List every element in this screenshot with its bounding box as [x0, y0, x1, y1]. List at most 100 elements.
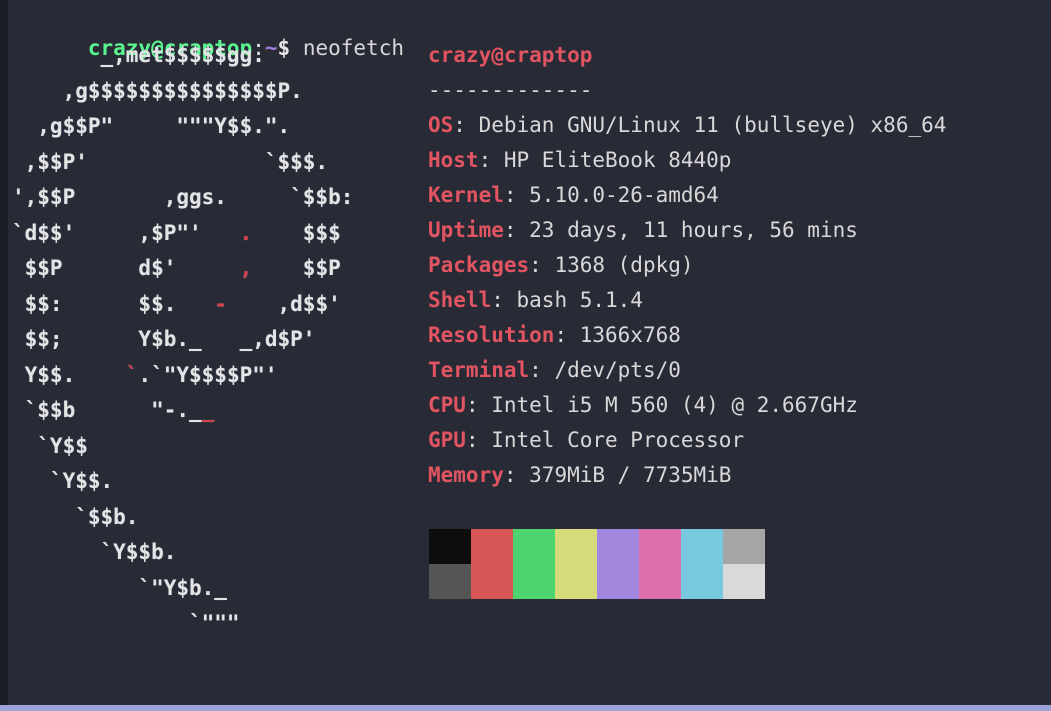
info-separator: : [465, 393, 492, 417]
info-separator: : [554, 323, 580, 347]
info-separator: : [453, 113, 479, 137]
info-entry-shell: Shell: bash 5.1.4 [428, 283, 946, 318]
ascii-art-line: `d$$' ,$P"' . $$$ [12, 220, 341, 245]
palette-bright-swatch-7 [723, 564, 765, 599]
palette-normal-swatch-3 [555, 529, 597, 564]
info-entry-uptime: Uptime: 23 days, 11 hours, 56 mins [428, 213, 946, 248]
info-title-user: crazy [428, 43, 492, 67]
info-separator: : [491, 288, 517, 312]
ascii-art-line: `Y$$. [12, 469, 114, 493]
palette-normal-swatch-7 [723, 529, 765, 564]
ascii-art-line: `$$b "-.__ [12, 398, 215, 422]
palette-normal-swatch-0 [429, 529, 471, 564]
palette-normal-swatch-5 [639, 529, 681, 564]
ascii-art-accent: , [239, 256, 253, 280]
info-entry-kernel: Kernel: 5.10.0-26-amd64 [428, 178, 946, 213]
palette-normal-swatch-2 [513, 529, 555, 564]
info-key: Terminal [428, 358, 530, 382]
info-value: Intel i5 M 560 (4) @ 2.667GHz [491, 393, 858, 417]
info-entry-memory: Memory: 379MiB / 7735MiB [428, 458, 946, 493]
ascii-art-line: `""" [12, 611, 240, 635]
info-key: Resolution [428, 323, 555, 347]
info-value: 23 days, 11 hours, 56 mins [529, 218, 858, 242]
info-separator: : [503, 218, 530, 242]
ascii-art-line: $$P d$' , $$P [12, 256, 341, 280]
info-separator: : [465, 428, 492, 452]
palette-row-normal [429, 529, 765, 564]
info-entry-list: OS: Debian GNU/Linux 11 (bullseye) x86_6… [428, 108, 946, 493]
info-key: Shell [428, 288, 492, 312]
info-key: Packages [428, 253, 530, 277]
ascii-art-line: `$$b. [12, 504, 139, 529]
info-key: CPU [428, 393, 466, 417]
ascii-art-line: ,g$$$$$$$$$$$$$$$P. [12, 78, 303, 103]
info-value: 1366x768 [579, 323, 681, 347]
info-key: Host [428, 148, 479, 172]
info-key: OS [428, 113, 454, 137]
ascii-art-accent: . [239, 220, 253, 245]
ascii-art-line: ',$$P ,ggs. `$$b: [12, 185, 354, 209]
palette-bright-swatch-6 [681, 564, 723, 599]
info-separator: : [503, 463, 530, 487]
info-value: HP EliteBook 8440p [503, 148, 732, 172]
palette-bright-swatch-5 [639, 564, 681, 599]
neofetch-info-block: crazy@craptop ------------- OS: Debian G… [428, 38, 946, 493]
info-value: bash 5.1.4 [516, 288, 643, 312]
palette-normal-swatch-4 [597, 529, 639, 564]
ascii-art-line: Y$$. `.`"Y$$$$P"' [12, 362, 278, 387]
palette-row-bright [429, 564, 765, 599]
palette-normal-swatch-1 [471, 529, 513, 564]
info-key: GPU [428, 428, 466, 452]
ascii-art-accent: - [214, 291, 227, 316]
ascii-art-line: _,met$$$$$gg. [12, 43, 265, 67]
ascii-art-line: `Y$$ [12, 433, 88, 458]
info-entry-host: Host: HP EliteBook 8440p [428, 143, 946, 178]
info-value: 379MiB / 7735MiB [529, 463, 732, 487]
info-title-at: @ [491, 43, 504, 67]
palette-bright-swatch-3 [555, 564, 597, 599]
info-title-host: craptop [503, 43, 593, 67]
info-title: crazy@craptop [428, 38, 946, 73]
info-separator: : [503, 183, 530, 207]
palette-bright-swatch-4 [597, 564, 639, 599]
info-key: Uptime [428, 218, 504, 242]
prompt-sigil-top: $ [277, 36, 291, 60]
ascii-art-accent: _ [201, 398, 215, 422]
info-key: Kernel [428, 183, 504, 207]
terminal-left-gutter [0, 0, 8, 706]
palette-normal-swatch-6 [681, 529, 723, 564]
info-separator-rule: ------------- [428, 78, 593, 102]
prompt-line-top: crazy@craptop:~$ neofetch [12, 0, 404, 101]
prompt-user-host-top: crazy@craptop [87, 36, 253, 60]
color-palette [429, 529, 765, 599]
info-separator: : [529, 253, 555, 277]
ascii-art-line: ,$$P' `$$$. [12, 149, 329, 174]
info-entry-resolution: Resolution: 1366x768 [428, 318, 946, 353]
ascii-art-line: `"Y$b._ [12, 575, 227, 600]
bottom-accent-bar [0, 705, 1051, 711]
ascii-art-line: $$: $$. - ,d$$' [12, 291, 341, 316]
ascii-art-line: $$; Y$b._ _,d$P' [12, 327, 316, 351]
palette-bright-swatch-2 [513, 564, 555, 599]
info-entry-terminal: Terminal: /dev/pts/0 [428, 353, 946, 388]
command-text: neofetch [290, 36, 404, 60]
info-entry-cpu: CPU: Intel i5 M 560 (4) @ 2.667GHz [428, 388, 946, 423]
info-entry-gpu: GPU: Intel Core Processor [428, 423, 946, 458]
ascii-art-accent: ` [125, 362, 139, 387]
info-value: /dev/pts/0 [554, 358, 681, 382]
info-entry-os: OS: Debian GNU/Linux 11 (bullseye) x86_6… [428, 108, 946, 143]
prompt-colon-top: : [252, 36, 265, 60]
ascii-art-debian-logo: _,met$$$$$gg. ,g$$$$$$$$$$$$$$$P. ,g$$P"… [12, 38, 353, 642]
info-value: Intel Core Processor [491, 428, 745, 452]
prompt-path-top: ~ [264, 36, 278, 60]
info-value: 5.10.0-26-amd64 [529, 183, 719, 207]
info-value: 1368 (dpkg) [554, 253, 694, 277]
info-separator: : [478, 148, 504, 172]
ascii-art-line: `Y$$b. [12, 540, 177, 564]
info-entry-packages: Packages: 1368 (dpkg) [428, 248, 946, 283]
info-value: Debian GNU/Linux 11 (bullseye) x86_64 [478, 113, 947, 137]
ascii-art-line: ,g$$P" """Y$$.". [12, 114, 291, 138]
info-separator: : [529, 358, 555, 382]
